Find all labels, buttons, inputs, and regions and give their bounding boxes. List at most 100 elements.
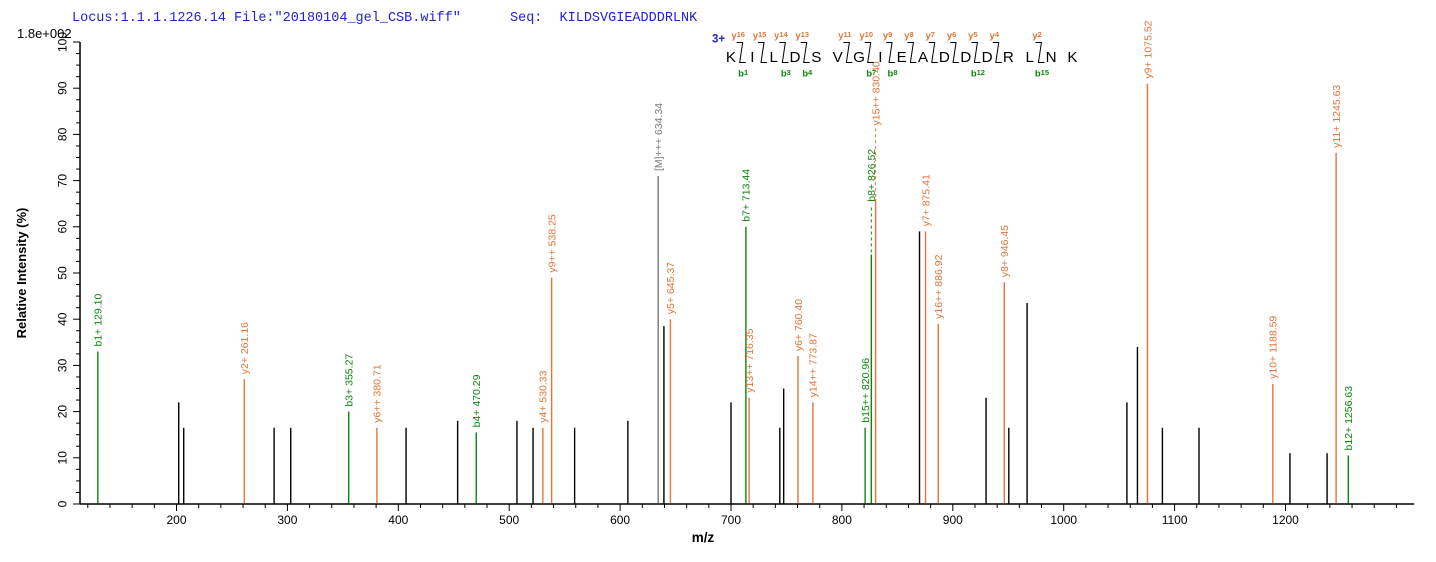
peak-label: y2+ 261.16 [239, 322, 251, 374]
peak-label: y8+ 946.45 [999, 225, 1011, 277]
cleavage-divider [886, 42, 896, 63]
ion-number: 4 [808, 68, 813, 77]
sequence-residue: E [897, 49, 907, 66]
cleavage-divider [779, 42, 789, 63]
ion-number: 2 [1037, 30, 1041, 39]
y-tick-label: 60 [56, 220, 70, 234]
ion-letter: y [883, 31, 889, 42]
ion-number: 8 [893, 68, 897, 77]
ion-letter: y [838, 31, 844, 42]
cleavage-divider [971, 42, 981, 63]
x-tick-label: 200 [166, 513, 186, 527]
peaks [97, 83, 1350, 504]
b-ion-label: b1 [738, 68, 748, 80]
seq-value: KILDSVGIEADDDRLNK [560, 11, 699, 26]
x-axis-title: m/z [692, 530, 715, 545]
peak-label: y14++ 773.87 [808, 333, 820, 397]
sequence-residue: K [1067, 49, 1077, 66]
sequence-residue: K [726, 49, 736, 66]
axes: 0 10 20 30 40 50 60 70 80 90 100 200 300 400 500 600 700… [56, 32, 1415, 527]
ion-letter: y [859, 31, 865, 42]
ion-letter: b [738, 69, 744, 80]
y-ion-label: y5 [968, 30, 977, 42]
ion-number: 12 [977, 68, 985, 77]
seq-prefix-label: Seq: [510, 11, 542, 26]
y-ion-label: y8 [904, 30, 913, 42]
sequence-residue: L [1026, 49, 1034, 66]
cleavage-divider [864, 42, 874, 63]
ion-number: 8 [909, 30, 913, 39]
cleavage-divider [907, 42, 917, 63]
b-ion-label: b3 [781, 68, 791, 80]
y-ion-label: y6 [947, 30, 956, 42]
y-tick-label: 70 [56, 174, 70, 188]
b-ion-label: b7 [866, 68, 876, 80]
peak-label: b3+ 355.27 [343, 354, 355, 407]
ion-letter: b [1035, 69, 1041, 80]
y-tick-label: 30 [56, 358, 70, 372]
ion-letter: y [904, 31, 910, 42]
ion-number: 10 [865, 30, 873, 39]
y-tick-label: 10 [56, 451, 70, 465]
peak-label: y10+ 1188.59 [1268, 316, 1280, 379]
cleavage-divider [843, 42, 853, 63]
max-intensity-label: 1.8e+002 [17, 26, 72, 41]
peak-label: y4+ 530.33 [538, 370, 550, 422]
ion-number: 15 [758, 30, 766, 39]
x-tick-label: 600 [610, 513, 630, 527]
y-tick-label: 50 [56, 266, 70, 280]
sequence-residue: S [811, 49, 821, 66]
ion-letter: y [990, 31, 996, 42]
sequence-residue: I [750, 49, 754, 66]
sequence-residue: I [878, 49, 882, 66]
b-ion-label: b12 [971, 68, 985, 80]
x-tick-label: 1100 [1162, 513, 1188, 527]
cleavage-divider [950, 42, 960, 63]
ion-number: 6 [952, 30, 956, 39]
ion-number: 7 [931, 30, 935, 39]
y-ion-label: y2 [1032, 30, 1041, 42]
ion-letter: y [795, 31, 801, 42]
sequence-residue: N [1046, 49, 1057, 66]
b-ion-label: b15 [1035, 68, 1049, 80]
y-ion-label: y11 [838, 30, 851, 42]
ion-number: 15 [1041, 68, 1049, 77]
ion-letter: y [968, 31, 974, 42]
cleavage-divider [928, 42, 938, 63]
cleavage-divider [800, 42, 810, 63]
y-ion-label: y13 [795, 30, 809, 42]
precursor-charge-label: 3+ [712, 34, 725, 46]
peak-label: y15++ 830.40 [870, 61, 882, 125]
ion-number: 13 [801, 30, 809, 39]
peak-label: [M]+++ 634.34 [653, 103, 665, 171]
ion-letter: b [888, 69, 894, 80]
ion-number: 14 [779, 30, 788, 39]
ion-letter: b [866, 69, 872, 80]
y-ion-label: y4 [990, 30, 1000, 42]
ion-number: 1 [744, 68, 748, 77]
sequence-residue: D [960, 49, 971, 66]
peak-label: y16++ 886.92 [933, 254, 945, 318]
y-ion-label: y10 [859, 30, 873, 42]
peak-label: y13++ 716.35 [744, 328, 756, 392]
x-tick-label: 300 [277, 513, 297, 527]
ion-number: 7 [872, 68, 876, 77]
x-tick-label: 1000 [1050, 513, 1077, 527]
peak-label: y11+ 1245.63 [1331, 85, 1343, 148]
peak-labels: b1+ 129.10 y2+ 261.16 b3+ 355.27 y6++ 380.7… [93, 20, 1355, 450]
b-ion-label: b8 [888, 68, 898, 80]
y-ion-label: y16 [731, 30, 745, 42]
ion-letter: y [753, 31, 759, 42]
peak-label: y7+ 875.41 [920, 174, 932, 226]
y-axis-title: Relative Intensity (%) [14, 208, 29, 339]
y-tick-label: 90 [56, 81, 70, 95]
sequence-residue: R [1003, 49, 1014, 66]
y-tick-label: 100 [56, 32, 70, 52]
peak-label: b8+ 826.52 [866, 149, 878, 202]
peak-label: b15++ 820.96 [860, 358, 872, 423]
peak-label: b4+ 470.29 [471, 374, 483, 427]
y-tick-label: 80 [56, 127, 70, 141]
